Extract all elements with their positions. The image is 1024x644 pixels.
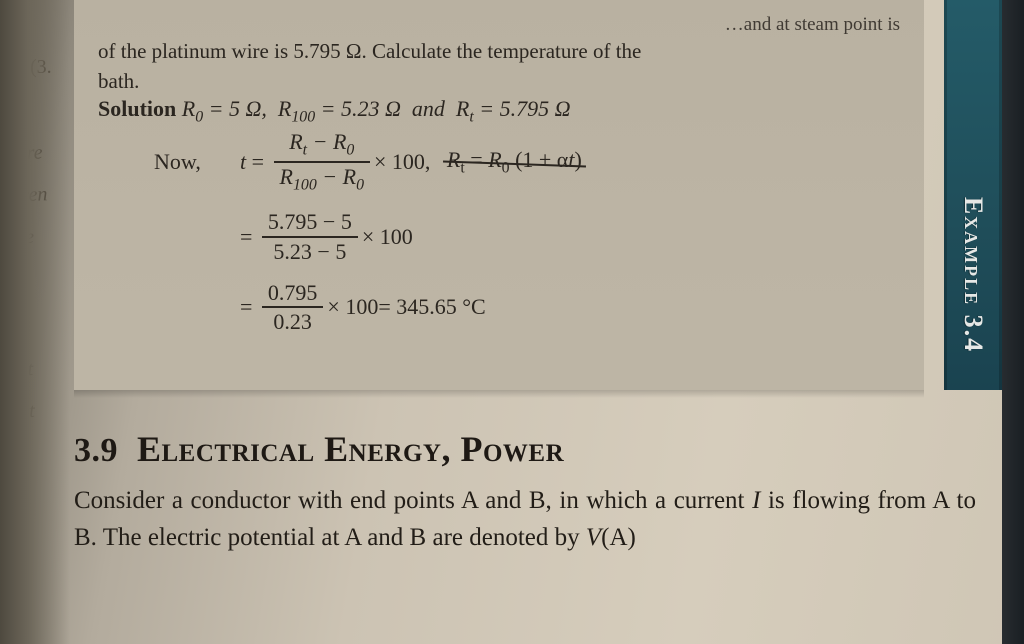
section-title: Electrical Energy, Power [137, 429, 564, 469]
example-bottom-shadow [74, 390, 924, 398]
now-label: Now, [154, 149, 240, 175]
example-box: …and at steam point is of the platinum w… [74, 0, 924, 390]
scrap-6: rat [11, 389, 56, 432]
times-100-2: × 100 [362, 224, 413, 250]
section-block: 3.9 Electrical Energy, Power Consider a … [74, 410, 984, 556]
math-row-2: = 5.795 − 5 5.23 − 5 × 100 [154, 210, 900, 262]
given-values: R0 = 5 Ω, R100 = 5.23 Ω and Rt = 5.795 Ω [182, 96, 571, 121]
page: Example 3.4 …and at steam point is of th… [0, 0, 1024, 644]
fraction-3: 0.795 0.23 [262, 281, 324, 333]
section-paragraph: Consider a conductor with end points A a… [74, 482, 976, 556]
section-heading: 3.9 Electrical Energy, Power [74, 428, 984, 470]
times-100-3: × 100 [327, 294, 378, 320]
problem-line-2: bath. [98, 66, 900, 96]
spine-dark [0, 0, 14, 644]
right-dark-strip [1002, 0, 1024, 644]
section-number: 3.9 [74, 432, 118, 469]
left-margin-marker: (3. [30, 56, 52, 79]
scrap-5: ect [9, 347, 54, 390]
problem-scrap-top: …and at steam point is [98, 10, 900, 40]
solution-line: Solution R0 = 5 Ω, R100 = 5.23 Ω and Rt … [98, 96, 900, 126]
math-row-3: = 0.795 0.23 × 100 = 345.65 °C [154, 281, 900, 333]
struck-relation: Rt = R0 (1 + αt) [447, 147, 582, 177]
fraction-2: 5.795 − 5 5.23 − 5 [262, 210, 358, 262]
math-row-1: Now, t = Rt − R0 R100 − R0 × 100, Rt = R… [154, 130, 900, 194]
times-100-1: × 100, [374, 149, 430, 175]
problem-line-1: of the platinum wire is 5.795 Ω. Calcula… [98, 36, 900, 66]
fraction-1: Rt − R0 R100 − R0 [274, 130, 370, 194]
example-tab: Example 3.4 [944, 0, 1002, 390]
solution-label: Solution [98, 96, 176, 121]
result: = 345.65 °C [378, 294, 485, 320]
example-tab-label: Example 3.4 [958, 197, 988, 353]
